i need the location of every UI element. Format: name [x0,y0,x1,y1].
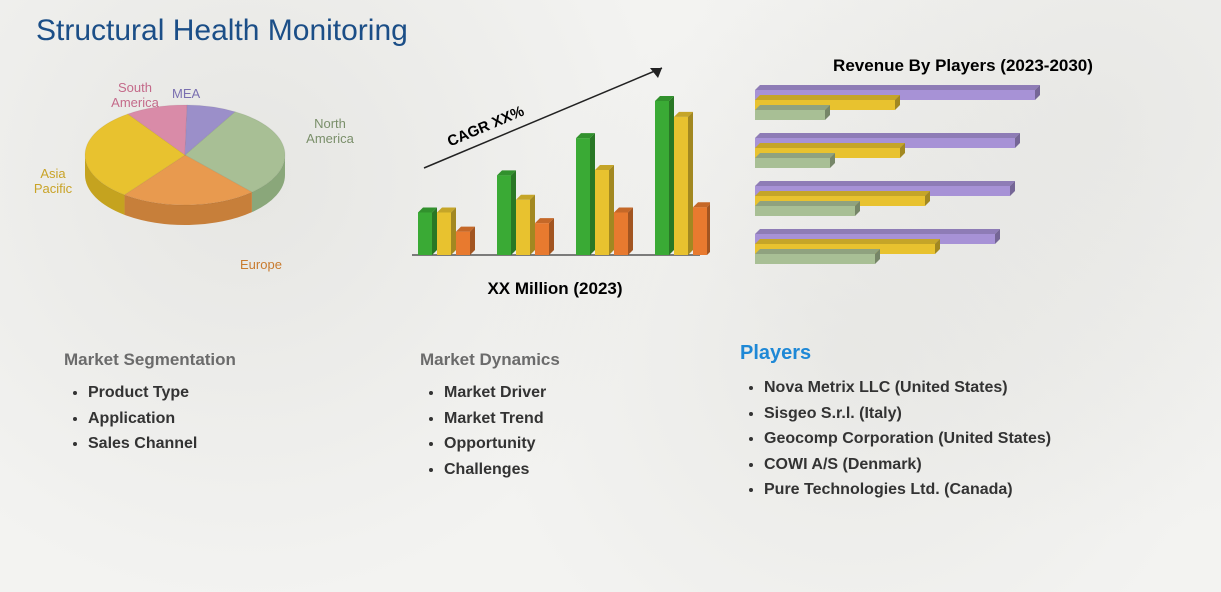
list-item: Application [88,406,364,432]
segmentation-list: Product TypeApplicationSales Channel [64,380,364,457]
list-item: Product Type [88,380,364,406]
list-item: Market Driver [444,380,720,406]
list-item: Challenges [444,457,720,483]
dynamics-heading: Market Dynamics [420,350,720,370]
list-item: Market Trend [444,406,720,432]
list-item: COWI A/S (Denmark) [764,452,1200,478]
pie-label-mea: MEA [172,86,200,101]
players-heading: Players [740,342,1200,365]
pie-label-europe: Europe [240,257,282,272]
pie-label-south-america: South America [105,80,165,110]
market-dynamics-section: Market Dynamics Market DriverMarket Tren… [420,350,720,482]
bar-chart: CAGR XX% XX Million (2023) [400,60,710,310]
segmentation-heading: Market Segmentation [64,350,364,370]
bar-chart-svg [400,60,710,270]
pie-chart-svg [50,80,320,240]
list-item: Nova Metrix LLC (United States) [764,375,1200,401]
pie-label-north-america: North America [300,116,360,146]
pie-label-asia-pacific: Asia Pacific [28,166,78,196]
revenue-by-players-chart: Revenue By Players (2023-2030) [753,56,1173,289]
list-item: Geocomp Corporation (United States) [764,426,1200,452]
players-section: Players Nova Metrix LLC (United States)S… [740,342,1200,503]
market-segmentation-section: Market Segmentation Product TypeApplicat… [64,350,364,457]
hbars-svg [753,84,1173,284]
page-title: Structural Health Monitoring [36,14,408,48]
bar-chart-caption: XX Million (2023) [400,279,710,299]
list-item: Sisgeo S.r.l. (Italy) [764,401,1200,427]
list-item: Pure Technologies Ltd. (Canada) [764,477,1200,503]
hbars-title: Revenue By Players (2023-2030) [753,56,1173,76]
dynamics-list: Market DriverMarket TrendOpportunityChal… [420,380,720,482]
pie-chart: North America Europe Asia Pacific South … [50,80,350,280]
list-item: Opportunity [444,431,720,457]
players-list: Nova Metrix LLC (United States)Sisgeo S.… [740,375,1200,503]
list-item: Sales Channel [88,431,364,457]
